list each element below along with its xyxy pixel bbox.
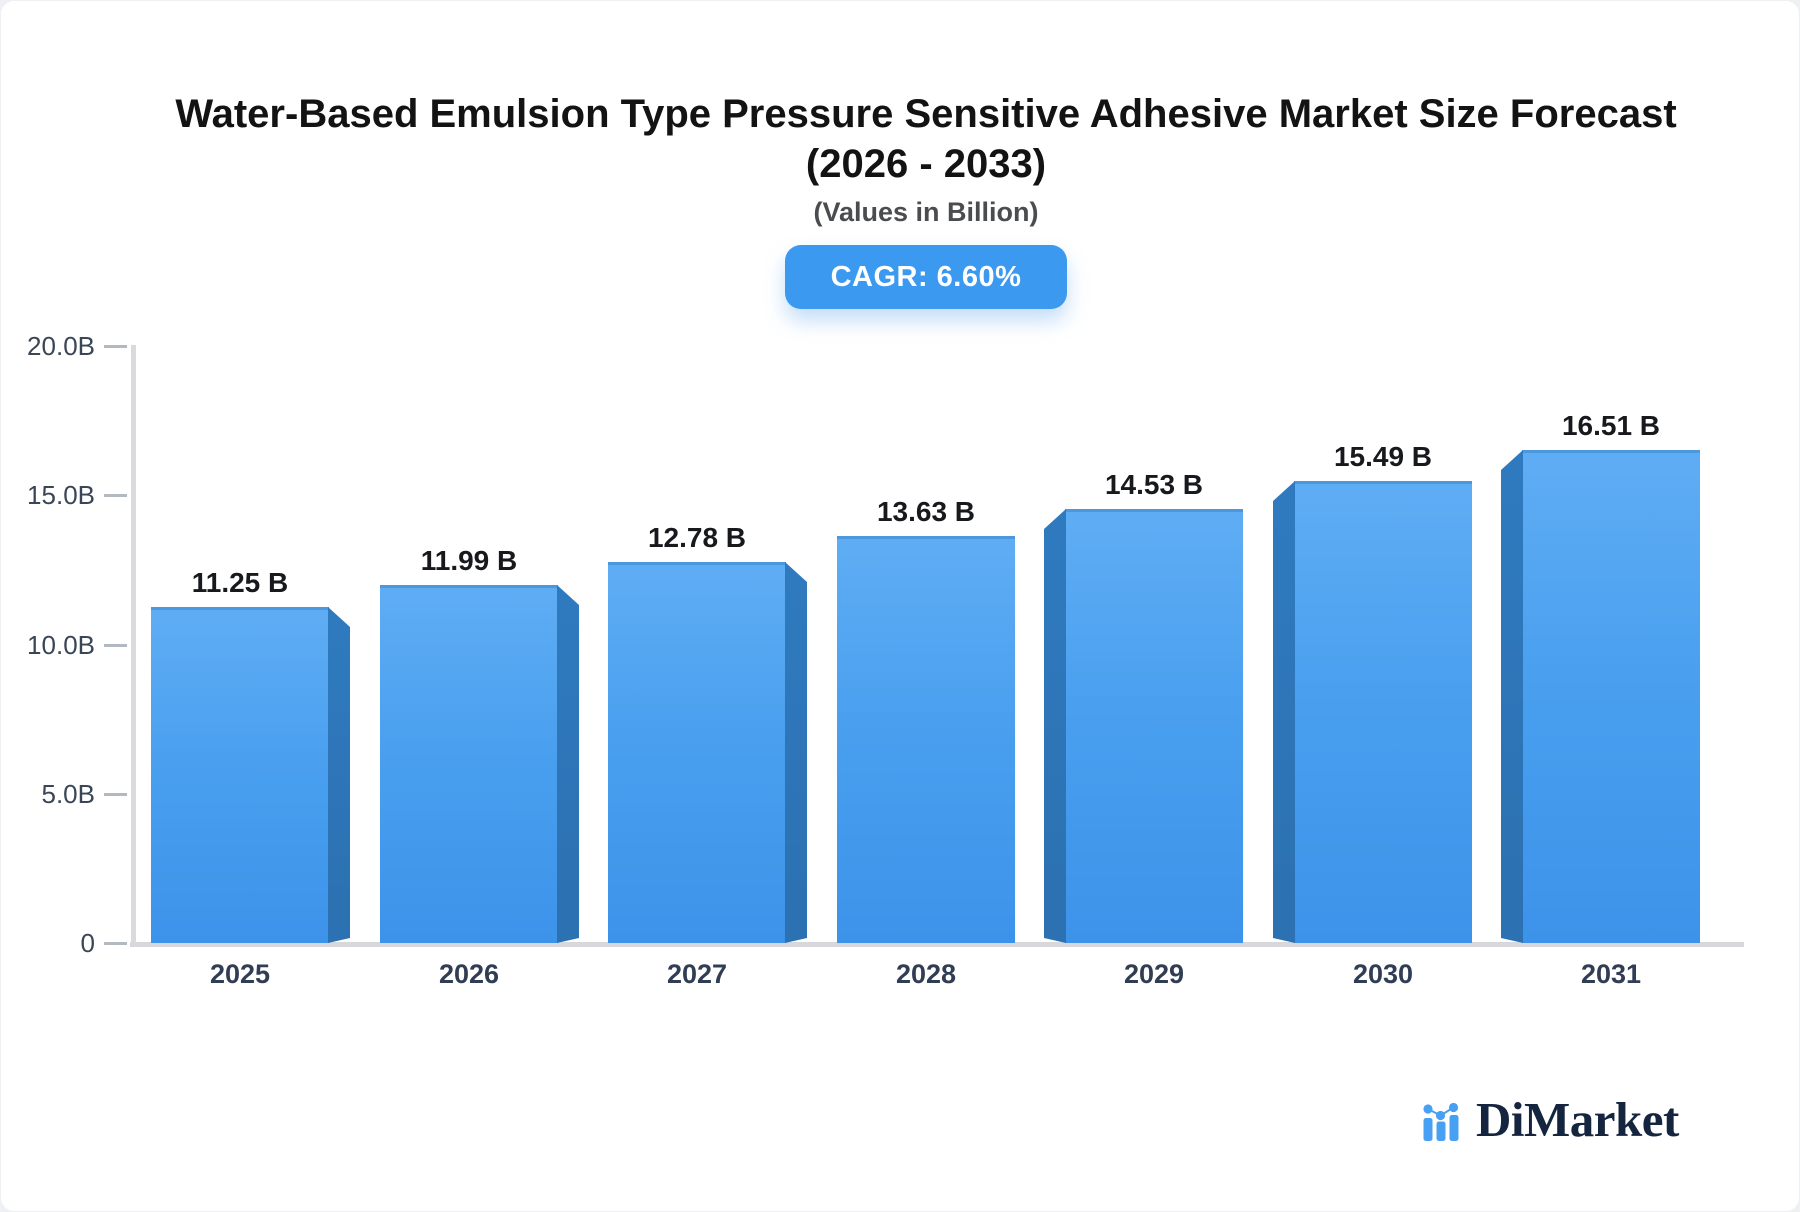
cagr-badge: CAGR: 6.60% [784,245,1068,309]
bar-value-label: 14.53 B [1104,469,1204,500]
y-tick-label: 15.0B [27,480,95,510]
bar-2031[interactable] [1522,450,1700,943]
y-tick-label: 0 [80,928,95,958]
chart-title-line-1: Water-Based Emulsion Type Pressure Sensi… [175,92,1677,136]
bar-value-label: 12.78 B [647,522,747,553]
bar-2029[interactable] [1065,509,1243,943]
bar-side-2025 [328,607,350,943]
x-tick-label: 2029 [1123,959,1185,989]
bar-2027[interactable] [608,562,786,943]
dimarket-logo: DiMarket [1421,1095,1679,1145]
x-tick-label: 2031 [1580,959,1642,989]
chart-title-line-2: (2026 - 2033) [805,142,1047,186]
y-tick-label: 10.0B [27,630,95,660]
y-tick-label: 20.0B [27,331,95,361]
bar-2030[interactable] [1294,481,1472,943]
x-tick-label: 2025 [209,959,271,989]
chart-subtitle: (Values in Billion) [813,197,1039,227]
x-tick-label: 2027 [666,959,728,989]
bar-side-2027 [785,562,807,943]
bar-value-label: 16.51 B [1561,410,1661,441]
mini-bar-chart-trend-icon [1423,1102,1459,1141]
bar-2026[interactable] [380,585,558,943]
y-tick-dash [104,644,127,647]
bar-side-2026 [557,585,579,943]
y-tick-dash [104,793,127,796]
x-axis-baseline [130,942,1744,947]
y-tick-dash [104,942,127,945]
bar-2025[interactable] [151,607,329,943]
x-tick-label: 2026 [438,959,500,989]
x-tick-label: 2030 [1352,959,1414,989]
x-tick-label: 2028 [895,959,957,989]
y-tick-dash [104,494,127,497]
bar-value-label: 15.49 B [1333,441,1433,472]
bar-value-label: 11.99 B [420,545,518,576]
bar-side-2030 [1273,481,1295,943]
bar-side-2031 [1501,450,1523,943]
bar-value-label: 11.25 B [191,567,289,598]
y-axis-line [131,345,136,946]
bar-value-label: 13.63 B [876,496,976,527]
bar-side-2029 [1044,509,1066,943]
chart-header: Water-Based Emulsion Type Pressure Sensi… [51,89,1799,309]
y-tick-label: 5.0B [41,779,96,809]
bar-2028[interactable] [837,536,1015,943]
logo-text: DiMarket [1476,1092,1679,1147]
y-tick-dash [104,345,127,348]
